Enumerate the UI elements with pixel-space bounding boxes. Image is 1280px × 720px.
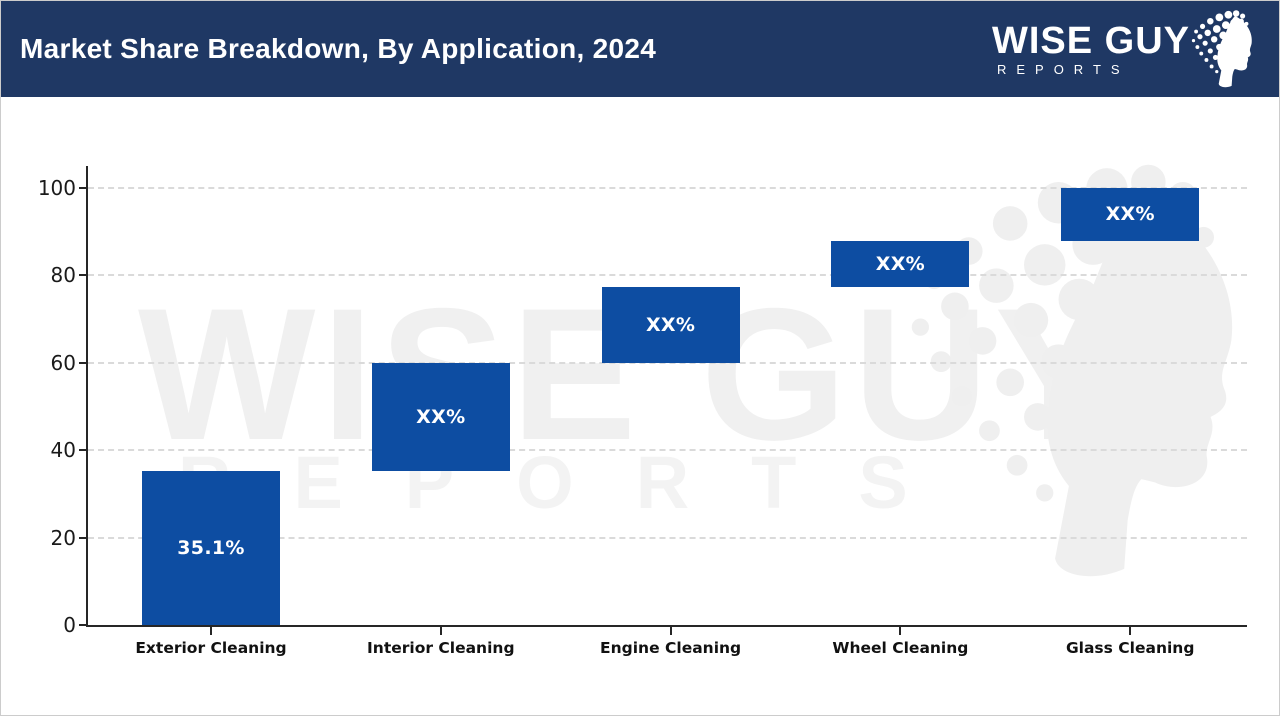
x-tick-mark-wheel-cleaning: [899, 627, 902, 635]
y-tick-mark-100: [79, 186, 87, 189]
gridline-60: [88, 361, 1247, 364]
y-tick-mark-40: [79, 449, 87, 451]
y-tick-label-100: 100: [37, 175, 76, 200]
gridline-20: [88, 536, 1247, 539]
y-tick-label-60: 60: [50, 350, 76, 375]
bar-interior-cleaning: XX%: [371, 362, 510, 472]
x-tick-mark-engine-cleaning: [669, 627, 672, 635]
bar-glass-cleaning: XX%: [1061, 187, 1200, 241]
x-axis-label-wheel-cleaning: Wheel Cleaning: [832, 639, 969, 657]
y-tick-label-80: 80: [50, 263, 76, 287]
gridline-40: [88, 449, 1247, 451]
bar-value-label-wheel-cleaning: XX%: [875, 252, 926, 275]
x-axis-line: [86, 625, 1247, 627]
page-title: Market Share Breakdown, By Application, …: [20, 32, 657, 64]
brand-logo-text: WISE GUY REPORTS: [992, 22, 1190, 77]
brand-subname: REPORTS: [996, 61, 1130, 77]
x-axis-label-glass-cleaning: Glass Cleaning: [1065, 639, 1195, 657]
gridline-100: [88, 186, 1247, 189]
bar-wheel-cleaning: XX%: [831, 240, 970, 287]
bar-value-label-exterior-cleaning: 35.1%: [177, 537, 245, 560]
bar-value-label-glass-cleaning: XX%: [1105, 203, 1155, 226]
gridline-80: [88, 274, 1247, 276]
x-axis-label-interior-cleaning: Interior Cleaning: [367, 639, 515, 657]
y-tick-label-40: 40: [50, 438, 76, 462]
header-bar: Market Share Breakdown, By Application, …: [0, 0, 1280, 97]
chart-plot-area: 0 20 40 60 80 100 35.1% Exterior Cleaning XX% Int…: [0, 97, 1280, 720]
x-axis-label-exterior-cleaning: Exterior Cleaning: [135, 639, 287, 657]
bar-exterior-cleaning: 35.1%: [142, 471, 280, 625]
x-tick-mark-glass-cleaning: [1129, 627, 1132, 635]
bar-engine-cleaning: XX%: [601, 286, 740, 363]
y-tick-mark-0: [79, 624, 87, 626]
x-tick-mark-interior-cleaning: [439, 627, 442, 635]
y-tick-label-20: 20: [50, 525, 76, 550]
y-tick-mark-80: [79, 274, 87, 276]
y-tick-mark-20: [79, 536, 87, 539]
y-tick-mark-60: [79, 361, 87, 364]
brand-logo: WISE GUY REPORTS: [992, 6, 1266, 92]
dotted-head-icon: [1191, 10, 1252, 88]
bar-value-label-interior-cleaning: XX%: [416, 405, 466, 428]
x-tick-mark-exterior-cleaning: [210, 627, 212, 635]
y-axis-line: [86, 166, 88, 627]
watermark-subname: REPORTS: [178, 441, 970, 524]
brand-name: WISE GUY: [991, 19, 1190, 62]
bar-value-label-engine-cleaning: XX%: [645, 313, 696, 336]
y-tick-label-0: 0: [63, 613, 76, 637]
x-axis-label-engine-cleaning: Engine Cleaning: [600, 639, 742, 657]
